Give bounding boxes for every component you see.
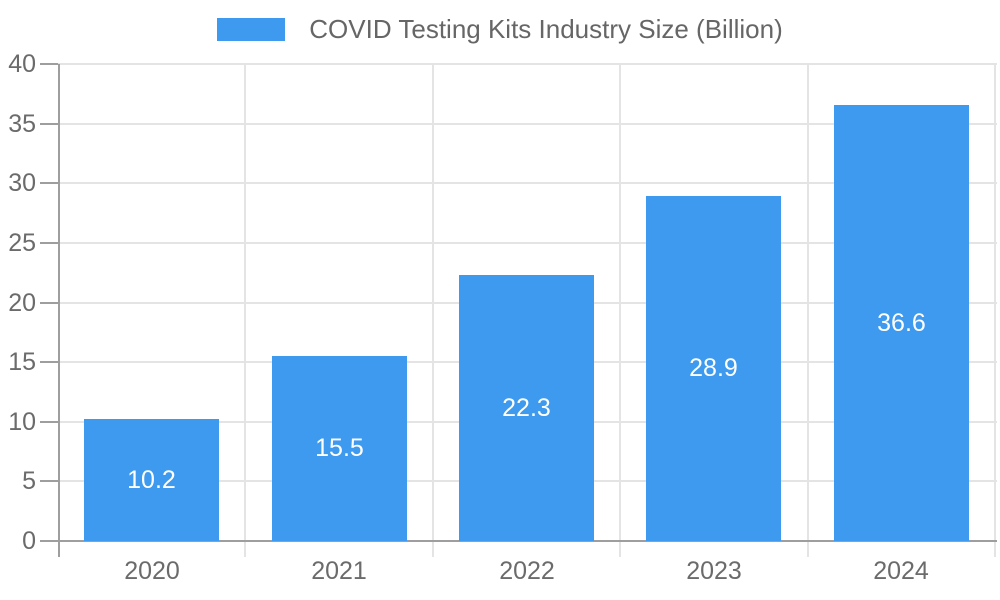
y-axis-line — [58, 64, 60, 557]
y-gridline — [58, 242, 997, 244]
y-axis-label: 30 — [8, 169, 36, 197]
x-axis-label-2021: 2021 — [311, 557, 367, 585]
bar-value-label: 22.3 — [502, 393, 551, 422]
x-axis-label-2023: 2023 — [686, 557, 742, 585]
bar-value-label: 10.2 — [127, 465, 176, 494]
y-tick — [40, 480, 58, 482]
y-tick — [40, 242, 58, 244]
y-axis-label: 0 — [22, 527, 36, 555]
bar-value-label: 15.5 — [315, 434, 364, 462]
legend[interactable]: COVID Testing Kits Industry Size (Billio… — [0, 14, 1000, 45]
y-tick — [40, 123, 58, 125]
y-axis-label: 15 — [8, 348, 36, 376]
x-gridline — [432, 64, 434, 557]
x-gridline — [244, 64, 246, 557]
y-tick — [40, 540, 58, 542]
y-axis-label: 25 — [8, 229, 36, 257]
x-axis-label-2022: 2022 — [499, 557, 555, 585]
y-gridline — [58, 63, 997, 65]
x-gridline — [619, 64, 621, 557]
bar-2024[interactable]: 36.6 — [834, 105, 969, 541]
y-tick — [40, 63, 58, 65]
x-gridline — [994, 64, 996, 557]
y-tick — [40, 421, 58, 423]
y-tick — [40, 361, 58, 363]
x-axis-label-2020: 2020 — [124, 557, 180, 585]
bar-2020[interactable]: 10.2 — [84, 419, 219, 541]
y-gridline — [58, 182, 997, 184]
y-axis-label: 5 — [22, 467, 36, 495]
x-gridline — [807, 64, 809, 557]
bar-2021[interactable]: 15.5 — [272, 356, 407, 541]
bar-2022[interactable]: 22.3 — [459, 275, 594, 541]
bar-value-label: 36.6 — [877, 308, 926, 337]
bar-2023[interactable]: 28.9 — [646, 196, 781, 541]
bar-value-label: 28.9 — [689, 354, 738, 382]
x-axis-label-2024: 2024 — [873, 557, 929, 585]
y-gridline — [58, 123, 997, 125]
x-axis-line — [58, 540, 997, 542]
y-axis-label: 35 — [8, 110, 36, 138]
y-axis-label: 40 — [8, 50, 36, 78]
legend-label: COVID Testing Kits Industry Size (Billio… — [309, 14, 783, 44]
y-tick — [40, 302, 58, 304]
legend-swatch — [217, 18, 286, 41]
y-axis-label: 10 — [8, 408, 36, 436]
y-tick — [40, 182, 58, 184]
y-axis-label: 20 — [8, 289, 36, 317]
